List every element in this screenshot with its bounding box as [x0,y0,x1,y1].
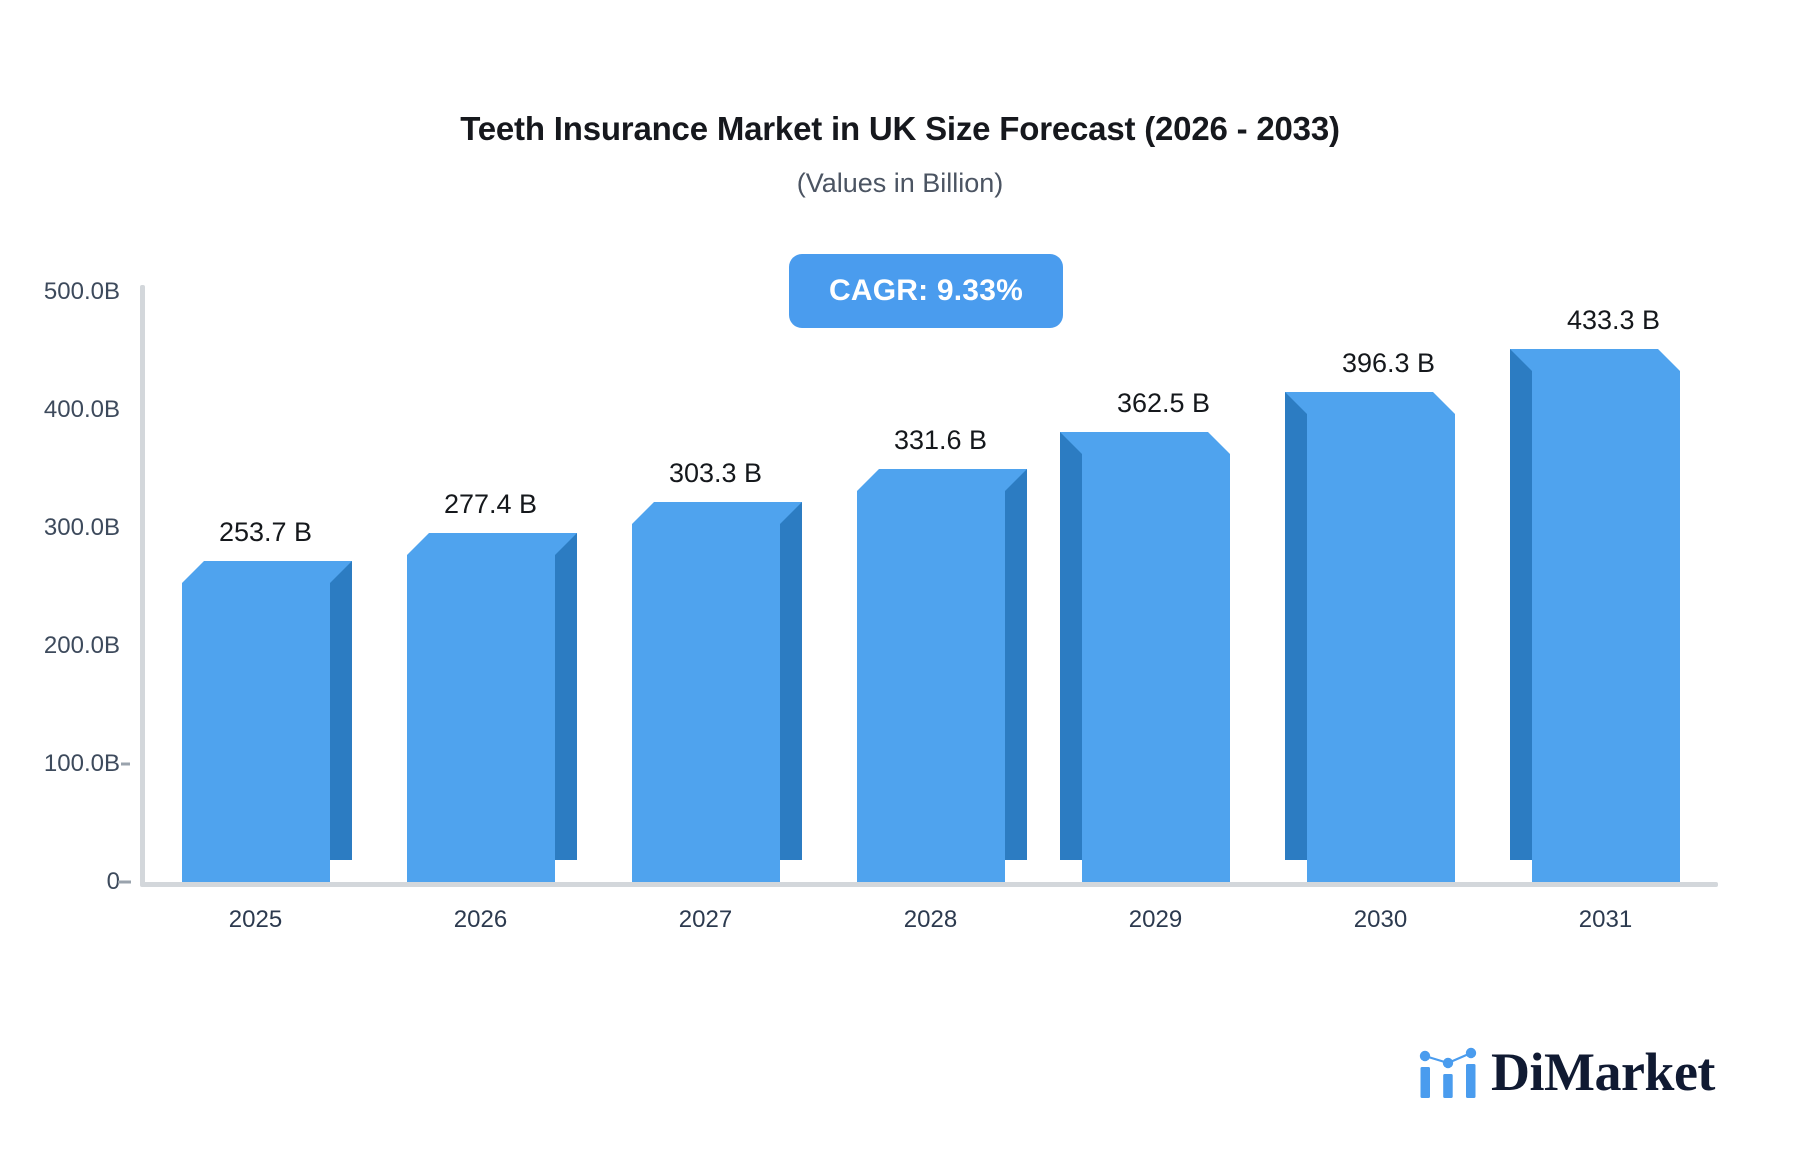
bar-value-label: 433.3 B [1566,304,1661,335]
x-axis-tick-label: 2025 [228,906,283,933]
bar-top-face [181,560,352,583]
bar-side-face [1059,432,1082,860]
bar-value-label: 253.7 B [218,516,313,547]
bar-top-face [406,532,577,555]
y-axis-tick-label: 500.0B [43,278,120,305]
bar-front-face [1081,454,1230,882]
brand-name: DiMarket [1491,1042,1715,1102]
chart-title: Teeth Insurance Market in UK Size Foreca… [460,110,1340,147]
bar-value-label: 331.6 B [893,424,988,455]
y-axis-tick-label: 100.0B [43,750,120,777]
bar-top-face [1284,392,1455,415]
bar-front-face [406,554,555,882]
bar-chart-logo-icon [1419,1047,1477,1098]
bar-front-face [1306,414,1455,882]
bar-front-face [856,490,1005,882]
bar-value-label: 396.3 B [1341,348,1436,379]
y-axis-tick-label: 300.0B [43,514,120,541]
bar-side-face [329,560,352,860]
bar-value-label: 362.5 B [1116,388,1211,419]
brand-logo: DiMarket [1418,1044,1715,1100]
cagr-badge: CAGR: 9.33% [789,254,1063,328]
x-axis-tick-label: 2028 [903,906,958,933]
bar-front-face [1531,370,1680,882]
x-axis-tick-label: 2029 [1128,906,1183,933]
bar-side-face [554,532,577,860]
x-axis-line [140,882,1718,887]
bar-side-face [1004,468,1027,860]
bar-front-face [181,582,330,882]
y-axis-tick-label: 200.0B [43,632,120,659]
y-axis-tick-mark [118,880,131,884]
y-axis-line [140,285,145,885]
x-axis-tick-label: 2026 [453,906,508,933]
x-axis-tick-label: 2031 [1578,906,1633,933]
bar-top-face [856,468,1027,491]
bar-value-label: 277.4 B [443,488,538,519]
bar-side-face [1284,392,1307,860]
x-axis-tick-label: 2027 [678,906,733,933]
y-axis-tick-label: 0 [106,868,120,895]
y-axis-tick-mark [121,762,130,766]
x-axis-tick-label: 2030 [1353,906,1408,933]
bar-top-face [1059,432,1230,455]
bar-side-face [779,502,802,860]
bar-value-label: 303.3 B [668,458,763,489]
bar-top-face [631,502,802,525]
chart-subtitle: (Values in Billion) [796,168,1004,198]
bar-side-face [1509,348,1532,860]
cagr-badge-label: CAGR: 9.33% [829,274,1023,307]
bar-top-face [1509,348,1680,371]
y-axis-tick-label: 400.0B [43,396,120,423]
bar-front-face [631,524,780,882]
